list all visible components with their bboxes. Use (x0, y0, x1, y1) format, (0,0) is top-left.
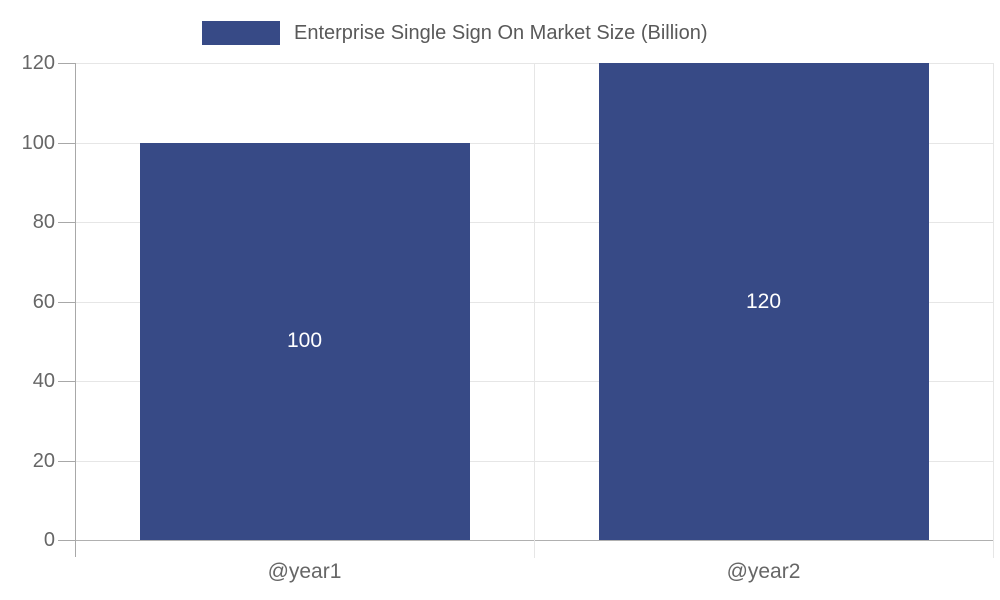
y-axis-tick-label: 40 (32, 370, 55, 392)
y-axis-tick (58, 381, 75, 382)
x-axis-category-label: @year2 (726, 560, 801, 583)
bar-value-label: 120 (745, 289, 782, 313)
y-axis-tick-label: 60 (32, 290, 55, 313)
bar-1[interactable] (139, 142, 470, 540)
y-axis-tick-label: 120 (21, 52, 55, 74)
y-axis-tick (58, 63, 75, 64)
bar-value-label: 100 (286, 329, 323, 353)
x-axis-category-label: @year1 (267, 560, 342, 583)
gridline-x (993, 63, 994, 558)
legend-label: Enterprise Single Sign On Market Size (B… (294, 22, 708, 44)
y-axis-tick (58, 301, 75, 303)
y-axis-tick (58, 460, 75, 462)
y-axis-tick-label: 80 (32, 211, 55, 233)
gridline-x (534, 63, 535, 558)
y-axis-line (75, 63, 76, 557)
y-axis-tick-label: 100 (21, 131, 55, 154)
bar-2[interactable] (598, 63, 929, 540)
y-axis-tick-label: 0 (43, 529, 55, 551)
y-axis-tick (58, 142, 75, 144)
y-axis-tick (58, 222, 75, 223)
legend-item[interactable]: Enterprise Single Sign On Market Size (B… (202, 21, 708, 45)
y-axis-tick-label: 20 (32, 449, 55, 472)
y-axis-tick (58, 540, 75, 541)
legend-swatch (202, 21, 280, 45)
